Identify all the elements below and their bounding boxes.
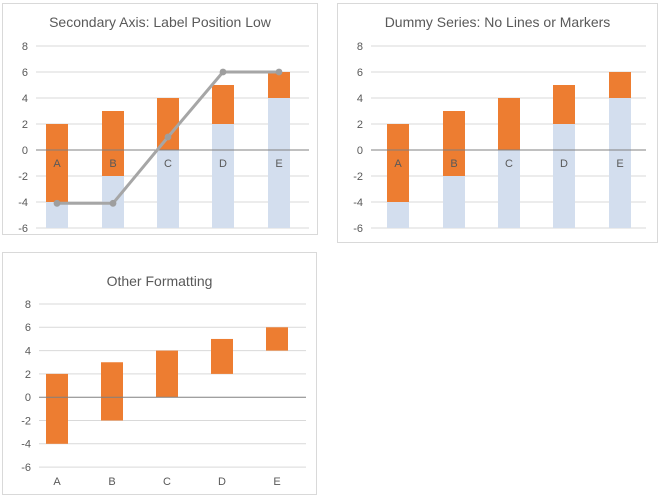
dummy-base-column-A bbox=[46, 202, 68, 228]
category-labels: A B C D E bbox=[394, 158, 623, 170]
y-axis-tick-labels: 8 6 4 2 0 -2 -4 -6 bbox=[21, 299, 31, 474]
category-label-D: D bbox=[560, 158, 568, 170]
category-label-C: C bbox=[164, 158, 172, 170]
value-column-series bbox=[387, 72, 631, 202]
y-tick-label: 2 bbox=[22, 119, 28, 131]
category-label-A: A bbox=[394, 158, 402, 170]
y-tick-label: 2 bbox=[357, 119, 363, 131]
y-tick-label: -6 bbox=[21, 462, 31, 474]
y-tick-label: 0 bbox=[22, 145, 28, 157]
y-tick-label: 8 bbox=[357, 41, 363, 53]
value-column-D bbox=[211, 338, 233, 374]
dummy-base-column-E bbox=[609, 98, 631, 228]
value-column-B bbox=[101, 362, 123, 421]
category-label-E: E bbox=[273, 476, 280, 488]
value-column-series bbox=[46, 72, 290, 202]
category-labels: A B C D E bbox=[53, 476, 280, 488]
secondary-axis-label-line-series bbox=[53, 68, 283, 207]
value-column-E bbox=[609, 72, 631, 98]
y-tick-label: 0 bbox=[357, 145, 363, 157]
value-column-C bbox=[156, 350, 178, 398]
chart-plot-secondary-axis: 8 6 4 2 0 -2 -4 -6 A B C D E bbox=[18, 41, 309, 234]
category-label-B: B bbox=[109, 158, 116, 170]
dummy-base-column-B bbox=[443, 176, 465, 228]
chart-panel-dummy-series: Dummy Series: No Lines or Markers 8 6 4 2 0 -… bbox=[337, 3, 658, 243]
line-marker bbox=[109, 199, 117, 207]
value-column-D bbox=[553, 85, 575, 124]
category-label-E: E bbox=[275, 158, 282, 170]
value-column-series bbox=[46, 327, 288, 444]
chart-plot-dummy-series: 8 6 4 2 0 -2 -4 -6 A B C D E bbox=[353, 41, 646, 235]
y-tick-label: 4 bbox=[357, 93, 363, 105]
category-label-B: B bbox=[108, 476, 115, 488]
y-tick-label: -4 bbox=[18, 197, 28, 209]
dummy-base-column-D bbox=[553, 124, 575, 228]
y-tick-label: -2 bbox=[18, 171, 28, 183]
y-tick-label: -6 bbox=[18, 223, 28, 234]
y-tick-label: 8 bbox=[22, 41, 28, 53]
y-tick-label: -2 bbox=[353, 171, 363, 183]
y-tick-label: -4 bbox=[21, 439, 31, 451]
value-column-C bbox=[498, 98, 520, 150]
value-column-A bbox=[387, 124, 409, 202]
y-tick-label: 8 bbox=[25, 299, 31, 311]
dummy-base-column-series bbox=[46, 98, 290, 228]
chart-plot-other-formatting: 8 6 4 2 0 -2 -4 -6 A B C D E bbox=[21, 299, 306, 488]
y-tick-label: 2 bbox=[25, 369, 31, 381]
line-marker bbox=[164, 133, 172, 141]
y-tick-label: 0 bbox=[25, 392, 31, 404]
category-labels: A B C D E bbox=[53, 158, 282, 170]
line-marker bbox=[219, 68, 227, 76]
y-tick-label: 4 bbox=[25, 345, 31, 357]
category-label-D: D bbox=[219, 158, 227, 170]
y-tick-label: 4 bbox=[22, 93, 28, 105]
chart-title: Secondary Axis: Label Position Low bbox=[49, 14, 271, 30]
y-axis-tick-labels: 8 6 4 2 0 -2 -4 -6 bbox=[353, 41, 363, 235]
category-label-A: A bbox=[53, 158, 61, 170]
category-label-E: E bbox=[616, 158, 623, 170]
value-column-B bbox=[102, 111, 124, 176]
chart-title: Dummy Series: No Lines or Markers bbox=[384, 14, 611, 30]
category-label-A: A bbox=[53, 476, 61, 488]
y-axis-tick-labels: 8 6 4 2 0 -2 -4 -6 bbox=[18, 41, 28, 234]
chart-title: Other Formatting bbox=[106, 273, 213, 289]
dummy-base-column-A bbox=[387, 202, 409, 228]
value-column-C bbox=[157, 98, 179, 150]
value-column-D bbox=[212, 85, 234, 124]
dummy-base-column-E bbox=[268, 98, 290, 228]
value-column-E bbox=[266, 327, 288, 351]
y-tick-label: -4 bbox=[353, 197, 363, 209]
y-tick-label: 6 bbox=[22, 67, 28, 79]
y-tick-label: -2 bbox=[21, 415, 31, 427]
y-tick-label: 6 bbox=[357, 67, 363, 79]
value-column-B bbox=[443, 111, 465, 176]
category-label-C: C bbox=[163, 476, 171, 488]
dummy-base-column-C bbox=[498, 150, 520, 228]
value-column-E bbox=[268, 72, 290, 98]
category-label-B: B bbox=[450, 158, 457, 170]
line-marker bbox=[53, 199, 61, 207]
dummy-base-column-C bbox=[157, 150, 179, 228]
dummy-base-column-D bbox=[212, 124, 234, 228]
y-tick-label: -6 bbox=[353, 223, 363, 235]
dummy-base-column-series bbox=[387, 98, 631, 228]
value-column-A bbox=[46, 124, 68, 202]
category-label-D: D bbox=[218, 476, 226, 488]
value-column-A bbox=[46, 373, 68, 444]
category-label-C: C bbox=[505, 158, 513, 170]
chart-panel-secondary-axis: Secondary Axis: Label Position Low 8 6 4 2 0… bbox=[2, 3, 318, 235]
chart-panel-other-formatting: Other Formatting 8 6 4 2 0 -2 -4 -6 A B C D E bbox=[2, 252, 317, 495]
line-marker bbox=[275, 68, 283, 76]
y-tick-label: 6 bbox=[25, 322, 31, 334]
